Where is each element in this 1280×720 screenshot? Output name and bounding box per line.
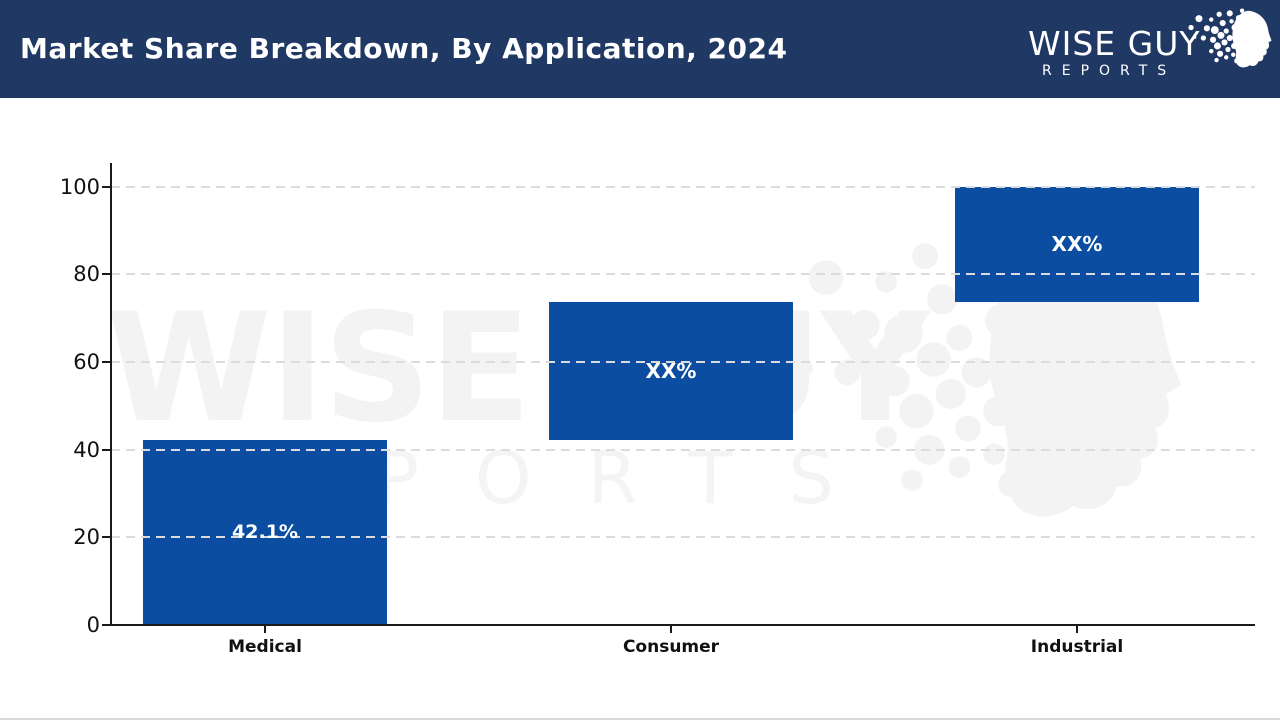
x-tick-mark-consumer <box>670 625 672 633</box>
x-tick-mark-medical <box>264 625 266 633</box>
y-tick-label-100: 100 <box>59 174 100 199</box>
bottom-border <box>0 718 1280 720</box>
x-tick-label-medical: Medical <box>228 637 302 657</box>
y-tick-label-20: 20 <box>73 525 100 550</box>
y-tick-mark-60 <box>102 360 110 363</box>
face-profile <box>1232 10 1272 68</box>
y-tick-mark-20 <box>102 536 110 539</box>
bar-industrial <box>955 186 1199 302</box>
x-tick-label-industrial: Industrial <box>1030 637 1124 657</box>
wise-guy-reports-logo: WISE GUY REPORTS <box>1028 0 1274 98</box>
watermark-face-icon <box>774 228 1182 517</box>
bar-medical <box>143 440 387 625</box>
logo-face-icon <box>1188 8 1272 68</box>
y-tick-label-0: 0 <box>86 613 100 637</box>
y-tick-label-40: 40 <box>73 437 100 462</box>
bar-value-label-consumer: XX% <box>645 358 697 383</box>
y-axis-spine <box>110 163 112 626</box>
y-tick-mark-40 <box>102 448 110 451</box>
y-tick-mark-0 <box>102 624 110 626</box>
gridline-100 <box>111 185 1255 188</box>
y-tick-mark-100 <box>102 185 110 188</box>
x-tick-mark-industrial <box>1076 625 1078 633</box>
bar-value-label-medical: 42.1% <box>232 521 298 544</box>
gridline-20 <box>111 536 1255 539</box>
dot-cluster <box>774 228 1050 498</box>
y-tick-mark-80 <box>102 273 110 276</box>
gridline-60 <box>111 360 1255 363</box>
bar-value-label-industrial: XX% <box>1051 231 1103 256</box>
chart-title: Market Share Breakdown, By Application, … <box>20 32 788 65</box>
gridline-80 <box>111 273 1255 276</box>
y-tick-label-80: 80 <box>73 262 100 287</box>
gridline-40 <box>111 448 1255 451</box>
x-tick-label-consumer: Consumer <box>622 637 720 657</box>
logo-text-wise-guy: WISE GUY <box>1028 24 1201 63</box>
header-bar: Market Share Breakdown, By Application, … <box>0 0 1280 98</box>
y-tick-label-60: 60 <box>73 349 100 374</box>
bar-consumer <box>549 301 793 441</box>
x-axis-spine <box>109 624 1255 626</box>
face-profile <box>989 238 1182 517</box>
logo-text-reports: REPORTS <box>1042 63 1177 79</box>
